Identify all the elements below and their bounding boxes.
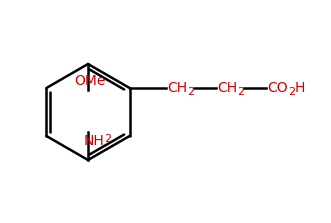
Text: CH: CH <box>217 81 238 95</box>
Text: H: H <box>295 81 305 95</box>
Text: NH: NH <box>84 134 105 148</box>
Text: 2: 2 <box>104 134 111 144</box>
Text: 2: 2 <box>289 87 296 97</box>
Text: 2: 2 <box>238 87 245 97</box>
Text: CH: CH <box>167 81 188 95</box>
Text: 2: 2 <box>188 87 195 97</box>
Text: OMe: OMe <box>74 74 105 88</box>
Text: CO: CO <box>267 81 288 95</box>
